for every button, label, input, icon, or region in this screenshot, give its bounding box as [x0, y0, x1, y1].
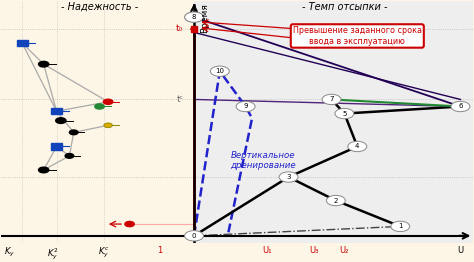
Circle shape — [184, 231, 203, 241]
Text: - Надежность -: - Надежность - — [61, 2, 138, 12]
Circle shape — [236, 101, 255, 112]
Text: Превышение заданного срока
ввода в эксплуатацию: Превышение заданного срока ввода в экспл… — [293, 26, 422, 46]
Circle shape — [451, 101, 470, 112]
Circle shape — [335, 108, 354, 119]
Circle shape — [279, 172, 298, 182]
Circle shape — [95, 104, 104, 109]
Circle shape — [38, 61, 49, 67]
Text: $K_y^2$: $K_y^2$ — [46, 246, 58, 262]
Text: Вертикальное
дренирование: Вертикальное дренирование — [230, 151, 296, 170]
Circle shape — [103, 99, 113, 104]
Bar — [51, 108, 62, 114]
Text: 2: 2 — [334, 198, 338, 204]
Text: 8: 8 — [192, 14, 196, 20]
Bar — [17, 40, 28, 46]
Circle shape — [348, 141, 367, 152]
Bar — [194, 1, 474, 243]
Circle shape — [69, 130, 78, 135]
Text: tᶜ: tᶜ — [176, 95, 183, 104]
Circle shape — [38, 167, 49, 173]
Text: - Темп отсыпки -: - Темп отсыпки - — [301, 2, 387, 12]
Text: 1: 1 — [157, 246, 162, 255]
Text: $K_y^c$: $K_y^c$ — [98, 246, 109, 260]
Text: 0: 0 — [192, 233, 196, 239]
Circle shape — [125, 221, 134, 227]
Text: 3: 3 — [286, 174, 291, 180]
Circle shape — [65, 154, 74, 158]
Circle shape — [184, 12, 203, 22]
Text: 4: 4 — [355, 144, 359, 149]
Bar — [0, 1, 194, 243]
Text: U₃: U₃ — [310, 246, 319, 255]
Circle shape — [322, 94, 341, 105]
Text: 9: 9 — [243, 103, 248, 110]
Text: 1: 1 — [398, 223, 402, 230]
Text: 5: 5 — [342, 111, 346, 117]
Circle shape — [104, 123, 112, 128]
Text: t₀: t₀ — [176, 24, 183, 34]
Circle shape — [391, 221, 410, 232]
Bar — [51, 143, 62, 150]
Text: 6: 6 — [458, 103, 463, 110]
Text: $K_y$: $K_y$ — [4, 246, 15, 259]
Text: U₁: U₁ — [262, 246, 272, 255]
Text: 10: 10 — [215, 68, 224, 74]
Text: U: U — [457, 246, 464, 255]
Circle shape — [55, 118, 66, 123]
Circle shape — [327, 195, 345, 206]
Text: U₂: U₂ — [340, 246, 349, 255]
Text: 7: 7 — [329, 96, 334, 102]
Circle shape — [210, 66, 229, 77]
Text: Время: Время — [201, 3, 210, 33]
